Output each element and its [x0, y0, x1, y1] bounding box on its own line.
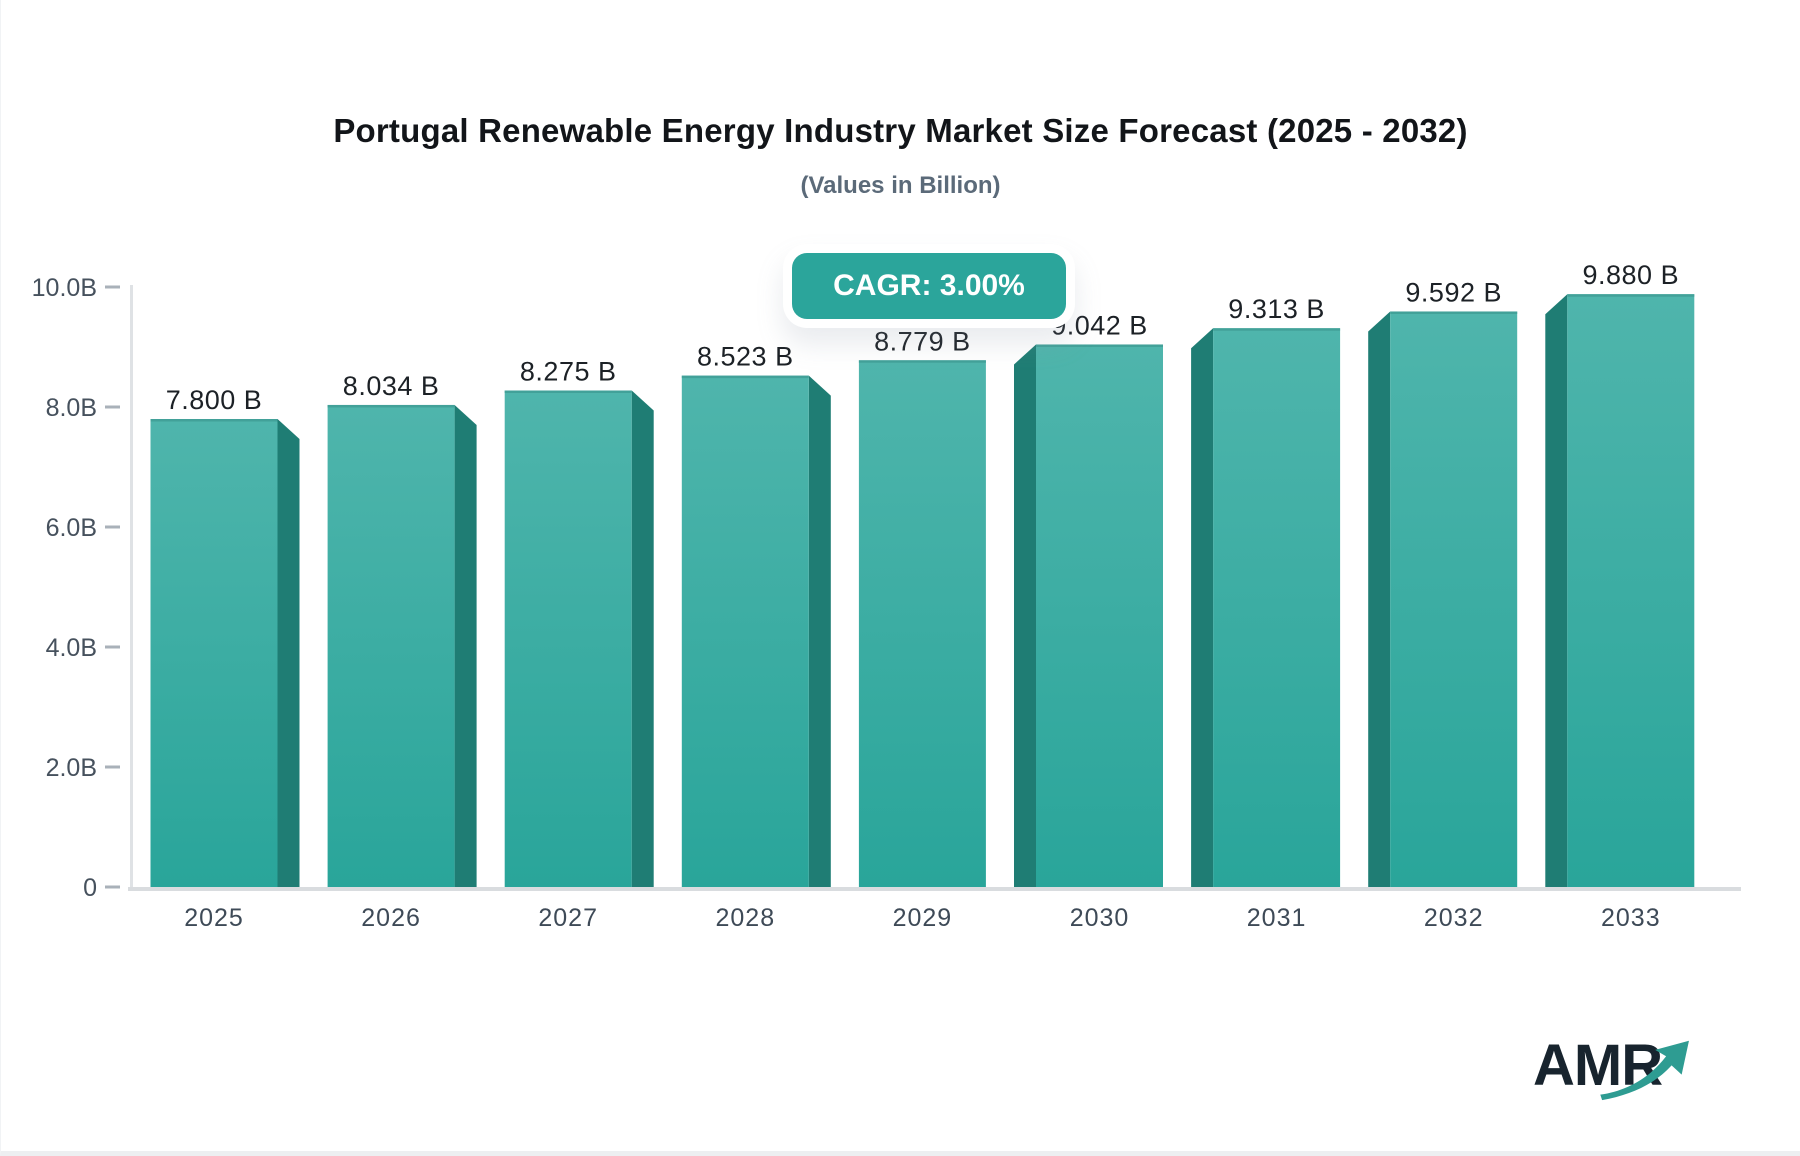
bar: [504, 390, 632, 888]
bar-group-2026: 8.034 B 2026: [327, 371, 477, 932]
y-tick-label: 2.0B: [46, 754, 97, 782]
x-axis-baseline: [128, 887, 1741, 891]
y-tick-mark: [105, 885, 120, 889]
bar-value-label: 8.523 B: [697, 342, 794, 372]
y-tick-mark: [105, 525, 120, 529]
bar-group-2032: 9.592 B 2032: [1368, 277, 1518, 932]
amr-logo: AMR: [1533, 1032, 1733, 1112]
bar-side-face: [631, 390, 654, 888]
y-tick-mark: [105, 645, 120, 649]
y-tick-label: 8.0B: [46, 394, 97, 422]
bar: [1567, 294, 1695, 888]
bar-top-edge: [1036, 344, 1163, 347]
bar: [858, 360, 986, 888]
bar: [1213, 328, 1341, 889]
y-tick-mark: [105, 405, 120, 409]
y-tick-label: 6.0B: [46, 514, 97, 542]
bar-value-label: 9.313 B: [1228, 294, 1325, 324]
x-category-label: 2026: [361, 904, 421, 932]
bar-side-face: [277, 419, 300, 888]
bar-side-face: [808, 375, 831, 888]
y-tick-label: 10.0B: [32, 274, 97, 302]
x-category-label: 2030: [1070, 904, 1130, 932]
bar-top-edge: [1567, 294, 1695, 297]
y-tick-mark: [105, 765, 120, 769]
y-tick-label: 0: [83, 874, 97, 902]
bar-group-2027: 8.275 B 2027: [504, 357, 654, 932]
x-category-label: 2033: [1601, 904, 1661, 932]
bar-group-2030: 9.042 B 2030: [1014, 310, 1163, 932]
bar: [150, 419, 278, 888]
bar: [681, 375, 809, 888]
bar-value-label: 8.779 B: [874, 326, 971, 356]
bar-top-edge: [150, 419, 278, 422]
y-axis-line: [130, 285, 133, 891]
x-category-label: 2029: [893, 904, 953, 932]
bar-group-2029: 8.779 B 2029: [858, 326, 986, 932]
bar-value-label: 8.275 B: [520, 357, 617, 387]
x-category-label: 2031: [1247, 904, 1307, 932]
bar-value-label: 8.034 B: [343, 371, 440, 401]
bar-side-face: [1545, 294, 1568, 888]
bar-value-label: 9.880 B: [1583, 260, 1680, 290]
trend-up-arrow-icon: [1600, 1040, 1689, 1101]
bar-value-label: 9.592 B: [1405, 277, 1502, 307]
cagr-badge: CAGR: 3.00%: [792, 253, 1066, 319]
bar-group-2031: 9.313 B 2031: [1191, 294, 1341, 932]
bar-group-2033: 9.880 B 2033: [1545, 260, 1695, 932]
chart-subtitle: (Values in Billion): [800, 172, 1001, 199]
bar-side-face: [1191, 328, 1214, 889]
y-tick-label: 4.0B: [46, 634, 97, 662]
bar: [1036, 344, 1163, 889]
bar-group-2028: 8.523 B 2028: [681, 342, 831, 932]
bar-top-edge: [1213, 328, 1341, 331]
x-category-label: 2028: [715, 904, 775, 932]
bar-value-label: 9.042 B: [1051, 310, 1148, 340]
bar-top-edge: [327, 404, 455, 408]
bar: [327, 404, 455, 888]
bar-top-edge: [504, 390, 632, 393]
y-tick-mark: [105, 285, 120, 289]
bar-side-face: [454, 404, 477, 888]
bar-top-edge: [1390, 311, 1518, 314]
bar-top-edge: [681, 375, 809, 379]
bar-side-face: [1014, 344, 1036, 889]
bar-value-label: 7.800 B: [166, 385, 263, 415]
bar-top-edge: [858, 360, 986, 363]
bar: [1390, 311, 1518, 889]
x-category-label: 2025: [184, 904, 244, 932]
x-category-label: 2027: [538, 904, 598, 932]
chart-title: Portugal Renewable Energy Industry Marke…: [333, 112, 1468, 149]
x-category-label: 2032: [1424, 904, 1484, 932]
bar-group-2025: 7.800 B 2025: [150, 385, 300, 932]
bar-side-face: [1368, 311, 1391, 889]
